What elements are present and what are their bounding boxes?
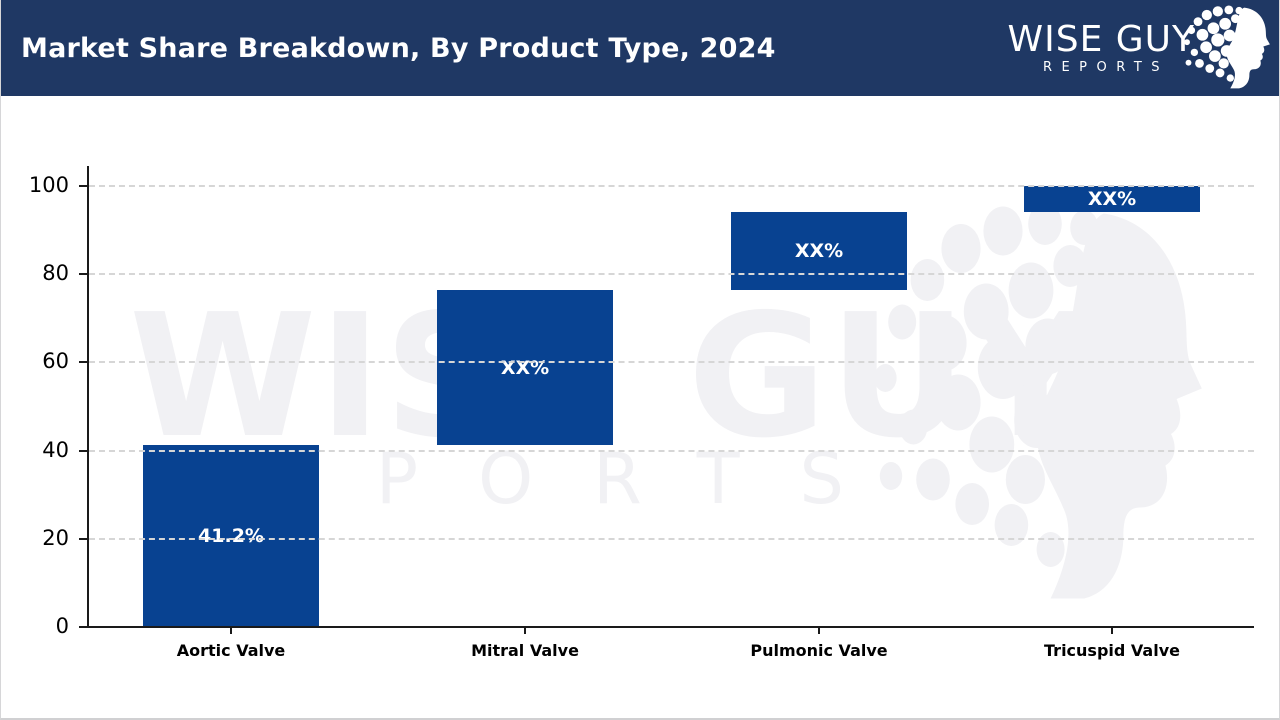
page-title: Market Share Breakdown, By Product Type,… <box>21 32 776 64</box>
x-category-label: Aortic Valve <box>176 641 286 660</box>
bar-value-label: XX% <box>1087 187 1137 210</box>
x-category-label: Tricuspid Valve <box>1044 641 1180 660</box>
bar-value-label: XX% <box>500 356 550 379</box>
plot-area: 0 20 40 60 80 100 41.2% Aortic Valve XX% Mitral V… <box>29 166 1254 660</box>
y-tick-label: 100 <box>28 173 69 197</box>
bar-value-label: XX% <box>794 239 844 262</box>
wiseguy-logo: WISE GUY REPORTS <box>1008 0 1274 96</box>
x-axis-line <box>87 626 1254 628</box>
logo-reports-label: REPORTS <box>1042 60 1170 75</box>
gridline <box>89 449 1254 452</box>
wiseguy-logo-text: WISE GUY REPORTS <box>1007 19 1196 75</box>
x-tick-mark <box>524 627 526 634</box>
gridline <box>89 185 1254 187</box>
y-tick-mark <box>79 626 89 628</box>
waterfall-bar: XX% <box>1024 186 1200 212</box>
x-category-label: Pulmonic Valve <box>750 641 888 660</box>
header-bar: Market Share Breakdown, By Product Type,… <box>1 0 1279 96</box>
y-tick-label: 80 <box>42 261 69 286</box>
y-tick-mark <box>79 185 89 187</box>
y-tick-mark <box>79 361 89 364</box>
y-tick-label: 60 <box>42 349 69 374</box>
y-tick-mark <box>79 449 89 452</box>
waterfall-bar: 41.2% <box>143 445 319 627</box>
x-tick-mark <box>1111 627 1113 634</box>
x-category-label: Mitral Valve <box>471 641 579 660</box>
logo-wiseguy-label: WISE GUY <box>1007 19 1195 60</box>
gridline <box>89 361 1254 364</box>
x-tick-mark <box>230 627 232 634</box>
bar-value-label: 41.2% <box>198 525 264 548</box>
waterfall-bar: XX% <box>731 211 907 291</box>
y-tick-mark <box>79 273 89 276</box>
y-tick-label: 20 <box>42 525 69 550</box>
gridline <box>89 273 1254 276</box>
y-tick-mark <box>79 537 89 540</box>
y-axis-line <box>87 166 89 628</box>
chart-area: WISE GUY REPORTS 0 20 40 60 80 100 41.2% Aortic… <box>1 96 1279 718</box>
waterfall-bar: XX% <box>437 290 613 446</box>
x-tick-mark <box>818 627 820 634</box>
gridline <box>89 537 1254 540</box>
y-tick-label: 40 <box>42 437 69 462</box>
y-tick-label: 0 <box>55 614 69 638</box>
